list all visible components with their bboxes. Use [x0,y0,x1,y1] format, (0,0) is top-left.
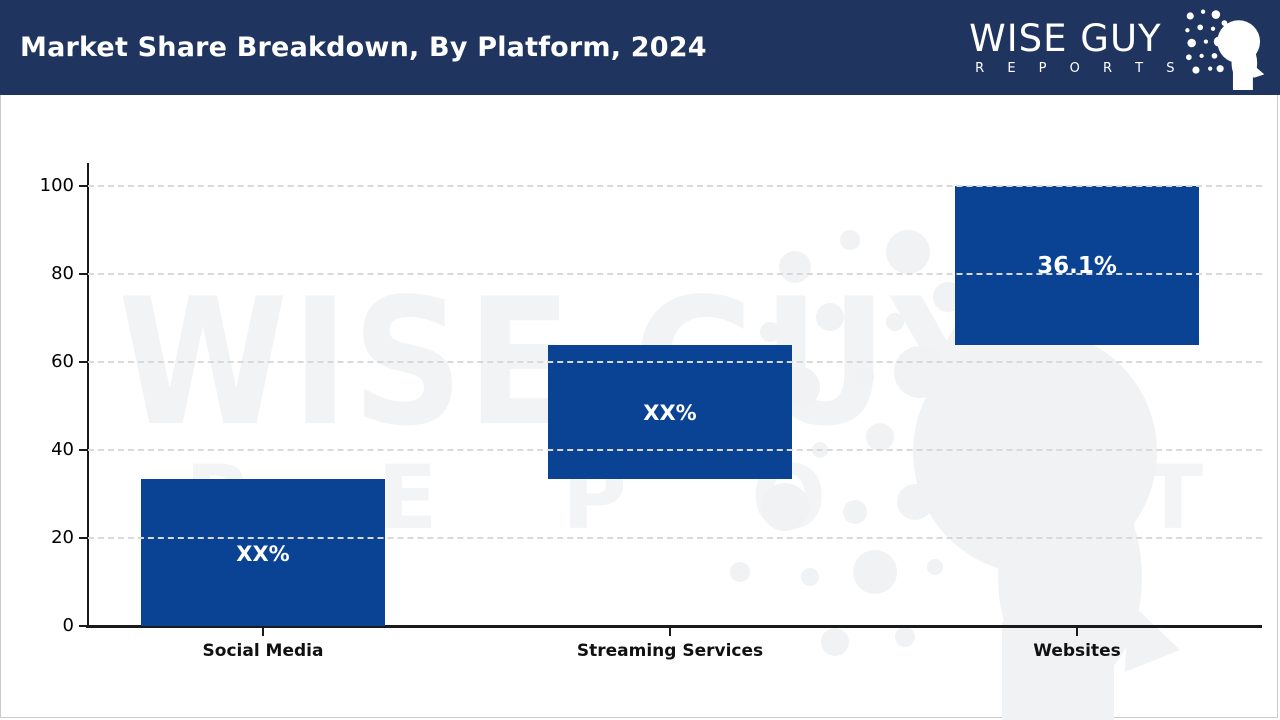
y-tick-label: 20 [51,527,74,548]
y-tick-label: 0 [62,615,74,636]
brand-head-icon [1185,9,1265,90]
bar-streaming-services [548,344,792,480]
header-band: Market Share Breakdown, By Platform, 202… [0,0,1280,95]
y-tick-mark [79,537,88,539]
y-tick-mark [79,185,88,187]
gridline [88,537,1262,539]
bar-social-media [141,479,385,626]
y-tick-mark [79,449,88,451]
gridline [88,185,1262,187]
y-tick-label: 100 [39,175,74,196]
gridline [88,449,1262,451]
brand-logo: WISE GUY R E P O R T S [969,6,1266,90]
x-axis [86,625,1262,628]
x-category-label: Websites [1033,641,1121,661]
y-tick-mark [79,273,88,275]
plot-area: 0 20 40 60 80 100 XX% Social Media XX% Streaming … [0,95,1280,720]
x-tick-mark [1076,628,1078,636]
brand-logo-text: WISE GUY R E P O R T S [969,17,1184,76]
y-tick-label: 40 [51,439,74,460]
gridline [88,361,1262,363]
bar-websites [955,186,1199,345]
brand-name: WISE GUY [969,17,1162,61]
brand-tagline: R E P O R T S [975,60,1184,76]
gridline [88,273,1262,275]
x-category-label: Social Media [202,641,324,661]
bar-value-label: 36.1% [1037,253,1117,280]
page-title: Market Share Breakdown, By Platform, 202… [20,32,707,63]
x-category-label: Streaming Services [576,641,764,661]
y-tick-mark [79,361,88,363]
x-tick-mark [669,628,671,636]
y-tick-mark [79,625,88,627]
y-axis [87,163,89,627]
watermark-head-icon [730,230,1180,720]
y-tick-label: 80 [51,263,74,284]
bar-value-label: XX% [643,400,697,425]
x-tick-mark [262,628,264,636]
y-tick-label: 60 [51,351,74,372]
bar-value-label: XX% [236,541,290,566]
